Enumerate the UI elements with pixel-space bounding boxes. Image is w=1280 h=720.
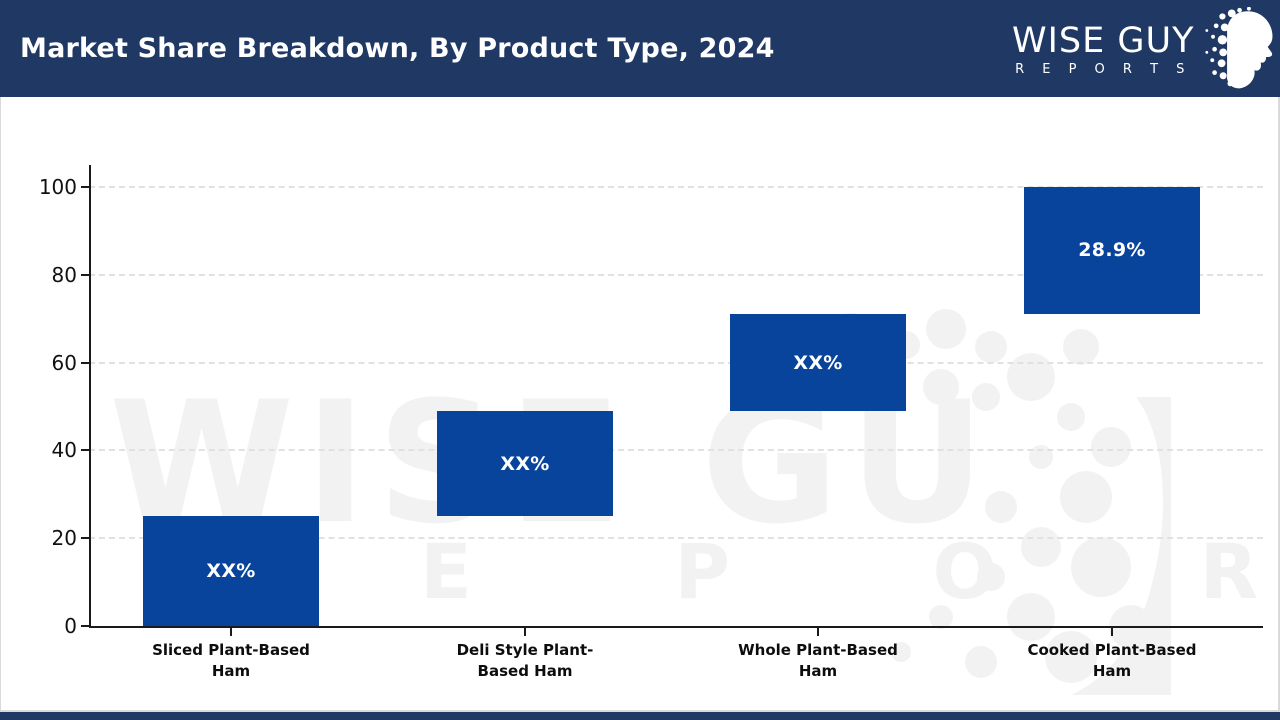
y-tick-label: 60 [51,350,77,375]
gridline [89,186,1263,188]
page-title: Market Share Breakdown, By Product Type,… [20,33,775,64]
y-tick [81,537,89,540]
y-tick [81,449,89,452]
logo-face-icon [1204,7,1272,89]
wise-guy-logo: WISE GUY R E P O R T S [1012,6,1272,94]
bar-value-label: XX% [206,560,256,583]
x-category-label: Deli Style Plant- Based Ham [456,641,594,680]
logo-wordmark: WISE GUY [1012,21,1195,62]
x-axis-line [89,626,1263,628]
y-tick-label: 100 [38,175,77,199]
y-tick [81,361,89,364]
y-tick-label: 80 [51,262,77,287]
header-bar: Market Share Breakdown, By Product Type,… [0,0,1280,97]
x-tick [817,628,819,636]
x-tick [1111,628,1113,636]
x-tick [524,628,526,636]
logo-subtext: R E P O R T S [1015,61,1192,77]
y-tick-label: 20 [51,526,77,551]
footer-bar [0,712,1280,720]
y-tick [81,625,89,627]
bar-segment: XX% [143,516,319,626]
bar-segment: XX% [730,314,906,411]
bar-value-label: XX% [500,452,550,475]
bar-segment: 28.9% [1024,187,1200,314]
x-tick [230,628,232,636]
watermark-face-dots-icon [785,309,1171,695]
bottom-divider [0,710,1280,712]
x-category-label: Sliced Plant-Based Ham [152,641,310,680]
y-tick [81,186,89,188]
y-tick [81,273,89,276]
gridline [89,273,1263,276]
bar-value-label: XX% [793,351,843,374]
chart-area: WISE GU R E P O R T S 020406080100XX%Sli… [0,97,1280,712]
y-tick-label: 0 [64,614,77,638]
bar-value-label: 28.9% [1078,239,1146,262]
bar-segment: XX% [437,410,613,517]
gridline [89,361,1263,364]
y-tick-label: 40 [51,438,77,463]
x-category-label: Whole Plant-Based Ham [738,641,898,680]
x-category-label: Cooked Plant-Based Ham [1027,641,1197,680]
y-axis-line [89,165,91,626]
gridline [89,537,1263,540]
gridline [89,449,1263,452]
